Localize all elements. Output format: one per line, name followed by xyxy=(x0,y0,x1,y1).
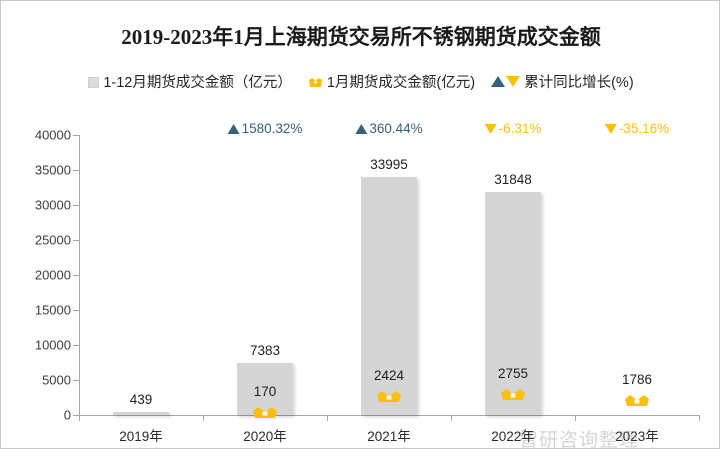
y-axis-tick-mark xyxy=(73,135,79,136)
growth-annotation: 1580.32% xyxy=(227,121,303,136)
triangle-up-icon xyxy=(355,123,368,134)
legend-item-january-turnover[interactable]: 1月期货成交金额(亿元) xyxy=(308,71,475,92)
growth-annotation: -6.31% xyxy=(484,121,542,136)
growth-annotation-label: 360.44% xyxy=(369,121,423,136)
bar-value-label: 7383 xyxy=(249,343,281,359)
bar-value-label: 33995 xyxy=(370,157,408,173)
x-axis-tick-mark xyxy=(203,415,204,421)
x-axis-tick-label: 2022年 xyxy=(491,429,535,444)
gray-square-swatch-icon xyxy=(88,77,100,88)
y-axis-tick-label: 10000 xyxy=(34,337,71,353)
x-axis-tick-mark xyxy=(699,415,700,421)
january-turnover-marker[interactable] xyxy=(251,405,279,425)
y-axis-tick-label: 20000 xyxy=(34,267,71,283)
x-axis-tick-mark xyxy=(327,415,328,421)
up-down-triangle-icon xyxy=(491,76,521,87)
x-axis-line xyxy=(79,415,699,416)
triangle-down-icon xyxy=(484,123,497,134)
x-axis-tick-label: 2021年 xyxy=(367,429,411,444)
y-axis-tick-label: 35000 xyxy=(34,162,71,178)
bar-annual-turnover[interactable] xyxy=(237,363,293,415)
y-axis-tick-mark xyxy=(73,310,79,311)
y-axis-tick-label: 40000 xyxy=(34,127,71,143)
y-axis-tick-mark xyxy=(73,170,79,171)
january-turnover-marker[interactable] xyxy=(623,393,651,413)
y-axis-tick-label: 25000 xyxy=(34,232,71,248)
yellow-banner-marker-icon xyxy=(308,76,323,90)
triangle-up-icon xyxy=(491,76,506,87)
chart-title: 2019-2023年1月上海期货交易所不锈钢期货成交金额 xyxy=(121,25,601,49)
bar-annual-turnover[interactable] xyxy=(361,177,417,415)
bar-value-label: 439 xyxy=(129,391,153,407)
triangle-down-icon xyxy=(506,76,521,87)
x-axis-tick-mark xyxy=(79,415,80,421)
y-axis-line xyxy=(79,135,80,415)
january-turnover-marker[interactable] xyxy=(499,387,527,407)
january-value-label: 2424 xyxy=(373,368,405,384)
bar-annual-turnover[interactable] xyxy=(485,192,541,415)
x-axis-tick-label: 2019年 xyxy=(119,429,163,444)
legend-item-annual-turnover[interactable]: 1-12月期货成交金额（亿元） xyxy=(88,71,292,92)
growth-annotation-label: -35.16% xyxy=(618,121,670,136)
x-axis-tick-mark xyxy=(451,415,452,421)
january-value-label: 1786 xyxy=(621,372,653,388)
chart-legend: 1-12月期货成交金额（亿元） 1月期货成交金额(亿元) 累计同比增长(%) xyxy=(1,71,719,92)
y-axis-tick-label: 0 xyxy=(63,407,71,423)
y-axis-tick-mark xyxy=(73,380,79,381)
bar-annual-turnover[interactable] xyxy=(113,411,169,415)
legend-item-cumulative-growth[interactable]: 累计同比增长(%) xyxy=(491,71,634,92)
january-value-label: 170 xyxy=(253,383,277,399)
x-axis-tick-mark xyxy=(575,415,576,421)
january-turnover-marker[interactable] xyxy=(375,389,403,409)
y-axis-tick-mark xyxy=(73,275,79,276)
x-axis-tick-label: 2023年 xyxy=(615,429,659,444)
y-axis-tick-label: 30000 xyxy=(34,197,71,213)
y-axis-tick-label: 15000 xyxy=(34,302,71,318)
triangle-up-icon xyxy=(227,123,240,134)
growth-annotation: -35.16% xyxy=(604,121,670,136)
y-axis-tick-label: 5000 xyxy=(42,372,71,388)
legend-label-cumulative-growth: 累计同比增长(%) xyxy=(524,75,634,91)
y-axis-tick-mark xyxy=(73,345,79,346)
legend-label-annual-turnover: 1-12月期货成交金额（亿元） xyxy=(103,75,292,91)
y-axis-tick-mark xyxy=(73,205,79,206)
x-axis-tick-label: 2020年 xyxy=(243,429,287,444)
legend-label-january-turnover: 1月期货成交金额(亿元) xyxy=(326,75,476,91)
y-axis-tick-mark xyxy=(73,240,79,241)
january-value-label: 2755 xyxy=(497,365,529,381)
growth-annotation-label: 1580.32% xyxy=(241,121,303,136)
growth-annotation: 360.44% xyxy=(355,121,423,136)
bar-value-label: 31848 xyxy=(494,172,532,188)
y-axis-tick-mark xyxy=(73,415,79,416)
growth-annotation-label: -6.31% xyxy=(498,121,542,136)
triangle-down-icon xyxy=(604,123,617,134)
